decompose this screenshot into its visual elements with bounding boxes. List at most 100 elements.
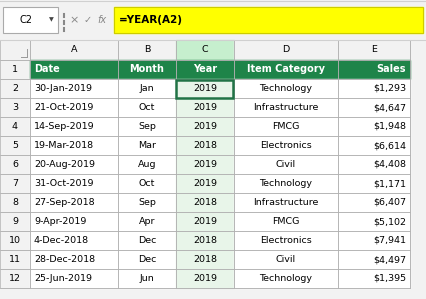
Bar (337, 231, 409, 250)
Text: B: B (144, 45, 150, 54)
Bar (0, 117, 30, 136)
Bar (114, 7, 422, 33)
Bar (337, 60, 409, 79)
Bar (30, 136, 118, 155)
Text: ✓: ✓ (84, 15, 92, 25)
Bar (30, 40, 118, 60)
Bar (30, 193, 118, 212)
Bar (30, 155, 118, 174)
Bar (337, 269, 409, 288)
Bar (233, 193, 337, 212)
Bar (233, 231, 337, 250)
Bar (30, 40, 118, 60)
Bar (30, 231, 118, 250)
Text: fx: fx (97, 15, 106, 25)
Bar (30, 117, 118, 136)
Bar (0, 250, 30, 269)
Bar (176, 193, 233, 212)
Text: Electronics: Electronics (259, 236, 311, 245)
Text: ▼: ▼ (49, 18, 53, 22)
Bar (337, 250, 409, 269)
Text: Sep: Sep (138, 198, 155, 207)
Text: $6,407: $6,407 (372, 198, 405, 207)
Bar (118, 98, 176, 117)
Bar (30, 231, 118, 250)
Bar (30, 60, 118, 79)
Text: Technology: Technology (259, 84, 312, 93)
Bar (233, 174, 337, 193)
Bar (233, 250, 337, 269)
Text: 2019: 2019 (193, 103, 216, 112)
Bar (0, 40, 30, 60)
Bar (0, 117, 30, 136)
Bar (176, 80, 233, 97)
Text: Sales: Sales (376, 65, 405, 74)
Bar (0, 250, 30, 269)
Bar (3, 7, 58, 33)
Bar (337, 98, 409, 117)
Bar (0, 155, 30, 174)
Bar (233, 155, 337, 174)
Bar (337, 79, 409, 98)
Text: C2: C2 (20, 15, 32, 25)
Bar (0, 98, 30, 117)
Bar (176, 231, 233, 250)
Bar (118, 193, 176, 212)
Bar (337, 269, 409, 288)
Text: 2: 2 (12, 84, 18, 93)
Bar (337, 193, 409, 212)
Text: Technology: Technology (259, 274, 312, 283)
Bar (337, 174, 409, 193)
Text: 14-Sep-2019: 14-Sep-2019 (34, 122, 95, 131)
Bar (118, 269, 176, 288)
Text: 9: 9 (12, 217, 18, 226)
Text: Dec: Dec (138, 236, 156, 245)
Bar (176, 136, 233, 155)
Bar (0, 231, 30, 250)
Bar (118, 60, 176, 79)
Text: 2018: 2018 (193, 236, 216, 245)
Text: $1,171: $1,171 (372, 179, 405, 188)
Bar (176, 60, 233, 79)
Text: Mar: Mar (138, 141, 155, 150)
Bar (114, 7, 422, 33)
Text: $1,948: $1,948 (372, 122, 405, 131)
Text: E: E (370, 45, 376, 54)
Bar (176, 269, 233, 288)
Text: FMCG: FMCG (272, 122, 299, 131)
Text: Aug: Aug (138, 160, 156, 169)
Bar (30, 79, 118, 98)
Bar (0, 79, 30, 98)
Text: Oct: Oct (138, 103, 155, 112)
Text: 6: 6 (12, 160, 18, 169)
Bar (30, 155, 118, 174)
Text: ×: × (69, 15, 78, 25)
Text: Year: Year (193, 65, 216, 74)
Text: 31-Oct-2019: 31-Oct-2019 (34, 179, 93, 188)
Text: 4: 4 (12, 122, 18, 131)
Bar (118, 193, 176, 212)
Bar (176, 40, 233, 60)
Bar (176, 40, 233, 60)
Text: $6,614: $6,614 (372, 141, 405, 150)
Text: $1,395: $1,395 (372, 274, 405, 283)
Bar (30, 79, 118, 98)
Bar (337, 40, 409, 60)
Bar (0, 193, 30, 212)
Bar (176, 212, 233, 231)
Bar (118, 117, 176, 136)
Text: Sep: Sep (138, 122, 155, 131)
Bar (118, 155, 176, 174)
Bar (30, 212, 118, 231)
Bar (118, 212, 176, 231)
Bar (0, 60, 30, 79)
Text: $4,497: $4,497 (372, 255, 405, 264)
Bar (118, 250, 176, 269)
Text: 1: 1 (12, 65, 18, 74)
Bar (118, 269, 176, 288)
Bar (0, 79, 30, 98)
Bar (30, 98, 118, 117)
Bar (233, 40, 337, 60)
Bar (0, 269, 30, 288)
Bar (233, 60, 337, 79)
